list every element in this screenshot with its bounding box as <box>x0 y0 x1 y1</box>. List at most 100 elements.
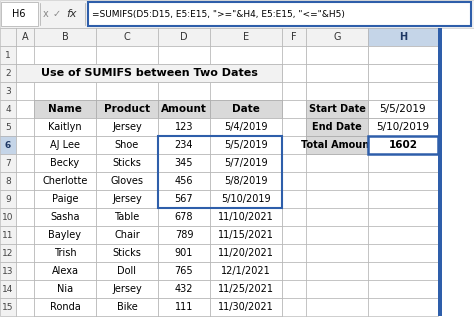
Bar <box>368 136 438 154</box>
Bar <box>368 154 438 172</box>
Bar <box>96 46 158 64</box>
Text: Total Amount: Total Amount <box>301 140 374 150</box>
Bar <box>16 190 34 208</box>
Bar <box>34 190 96 208</box>
Bar <box>158 208 210 226</box>
Bar <box>34 262 96 280</box>
Bar <box>96 28 158 46</box>
Text: Cherlotte: Cherlotte <box>42 176 88 186</box>
Bar <box>368 298 438 316</box>
Bar <box>210 28 282 46</box>
Bar <box>0 0 474 28</box>
Bar <box>96 280 158 298</box>
Bar <box>438 28 442 316</box>
Bar <box>282 136 306 154</box>
Bar <box>368 262 438 280</box>
Bar <box>158 298 210 316</box>
Text: 9: 9 <box>5 195 11 204</box>
Bar <box>306 226 368 244</box>
Bar <box>306 118 368 136</box>
Bar <box>0 280 16 298</box>
Bar <box>34 298 96 316</box>
Bar <box>210 280 282 298</box>
Bar <box>210 298 282 316</box>
Bar <box>96 208 158 226</box>
Text: 123: 123 <box>175 122 193 132</box>
Bar <box>210 226 282 244</box>
Text: Amount: Amount <box>161 104 207 114</box>
Bar <box>210 244 282 262</box>
Bar <box>368 64 438 82</box>
Bar <box>16 208 34 226</box>
Bar <box>210 208 282 226</box>
Bar <box>34 208 96 226</box>
Text: 789: 789 <box>175 230 193 240</box>
Bar <box>34 28 96 46</box>
Bar <box>158 136 282 208</box>
Text: 1: 1 <box>5 51 11 59</box>
Bar <box>0 298 16 316</box>
Bar <box>0 136 16 154</box>
Bar <box>96 262 158 280</box>
Bar <box>34 226 96 244</box>
Bar <box>210 118 282 136</box>
Bar <box>16 244 34 262</box>
Bar <box>0 28 16 46</box>
Text: 345: 345 <box>175 158 193 168</box>
Bar <box>306 136 368 154</box>
Bar <box>210 244 282 262</box>
Bar <box>96 226 158 244</box>
Text: F: F <box>291 32 297 42</box>
Bar <box>96 172 158 190</box>
Text: Chair: Chair <box>114 230 140 240</box>
Bar <box>34 118 96 136</box>
Text: 11: 11 <box>2 231 14 239</box>
Text: 5/10/2019: 5/10/2019 <box>376 122 429 132</box>
Bar <box>34 136 96 154</box>
Bar <box>96 154 158 172</box>
Bar <box>306 244 368 262</box>
Bar <box>34 100 96 118</box>
Bar <box>306 64 368 82</box>
Bar <box>368 244 438 262</box>
Bar <box>158 190 210 208</box>
Bar <box>96 172 158 190</box>
Bar <box>96 298 158 316</box>
Text: D: D <box>180 32 188 42</box>
Text: 5/7/2019: 5/7/2019 <box>224 158 268 168</box>
Bar <box>282 100 306 118</box>
Bar <box>0 64 16 82</box>
Bar <box>282 28 306 46</box>
Bar <box>0 172 16 190</box>
Bar <box>282 46 306 64</box>
Bar <box>34 136 96 154</box>
Bar <box>16 172 34 190</box>
Text: Name: Name <box>48 104 82 114</box>
Bar <box>210 82 282 100</box>
Bar <box>16 154 34 172</box>
Text: Product: Product <box>104 104 150 114</box>
Bar <box>210 154 282 172</box>
Bar <box>96 136 158 154</box>
Bar <box>368 100 438 118</box>
Text: Nia: Nia <box>57 284 73 294</box>
Bar <box>368 64 438 82</box>
Bar <box>96 118 158 136</box>
Bar <box>282 172 306 190</box>
Text: 5: 5 <box>5 122 11 132</box>
Text: C: C <box>124 32 130 42</box>
Bar <box>16 28 34 46</box>
Text: 432: 432 <box>175 284 193 294</box>
Text: A: A <box>22 32 28 42</box>
Bar <box>96 136 158 154</box>
Bar <box>210 172 282 190</box>
Bar <box>158 100 210 118</box>
Bar <box>158 28 210 46</box>
Bar <box>16 118 34 136</box>
Bar <box>210 46 282 64</box>
Bar <box>210 280 282 298</box>
Bar <box>282 244 306 262</box>
Bar <box>282 64 306 82</box>
Text: 234: 234 <box>175 140 193 150</box>
Bar <box>16 226 34 244</box>
